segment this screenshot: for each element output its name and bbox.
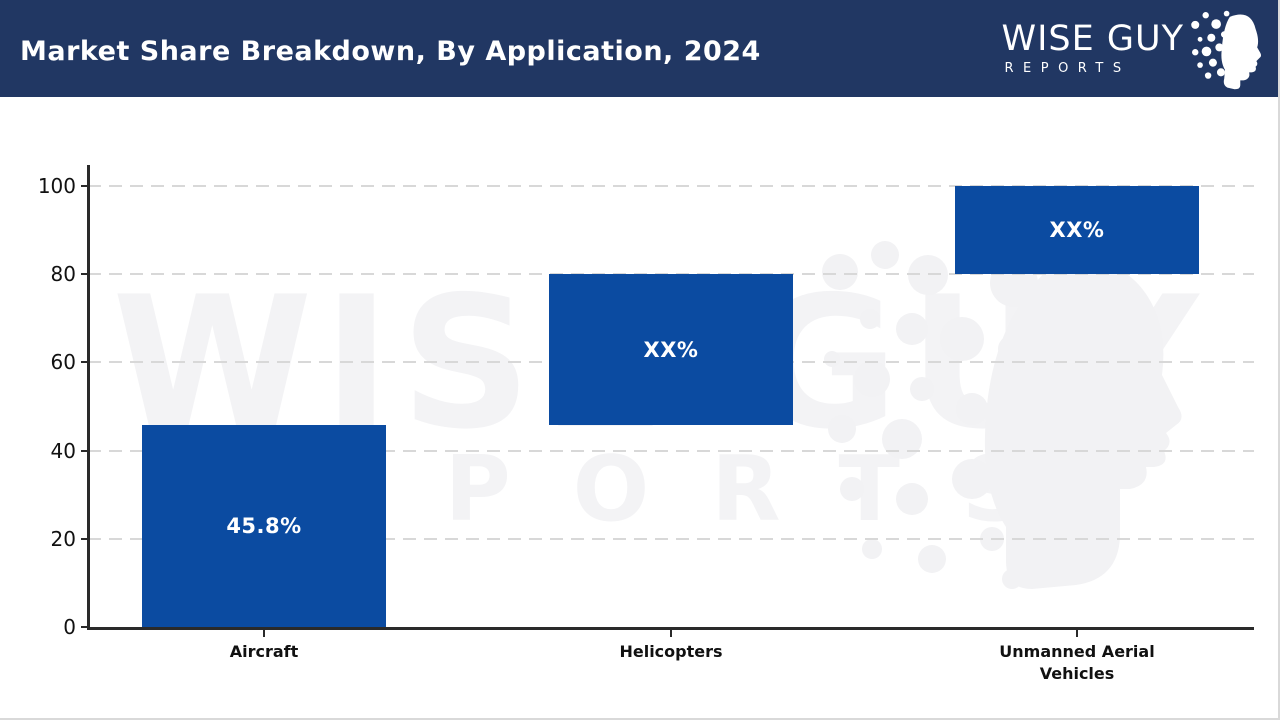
x-tick-mark	[263, 630, 265, 637]
y-tick-mark	[81, 185, 88, 187]
x-category-label: Aircraft	[229, 642, 299, 661]
brand-name: WISE GUY	[1001, 19, 1184, 59]
x-category-label: Unmanned Aerial Vehicles	[999, 642, 1155, 683]
y-axis-line	[87, 165, 90, 629]
bar-value-label: XX%	[643, 337, 699, 362]
bar-value-label: 45.8%	[226, 514, 302, 538]
gridline	[88, 185, 1254, 187]
y-tick-label: 0	[63, 615, 76, 639]
x-category-label: Helicopters	[619, 642, 723, 661]
gridline	[88, 449, 1254, 452]
y-tick-label: 100	[37, 174, 76, 198]
x-tick-mark	[670, 630, 672, 637]
bar: 45.8%	[142, 425, 386, 627]
y-tick-label: 80	[50, 262, 76, 287]
y-tick-mark	[81, 273, 88, 276]
y-tick-label: 20	[50, 526, 76, 551]
x-axis-line	[87, 627, 1254, 630]
y-tick-label: 60	[50, 350, 76, 375]
bar-value-label: XX%	[1049, 218, 1105, 243]
bar: XX%	[955, 186, 1199, 275]
y-tick-mark	[81, 361, 88, 364]
y-tick-mark	[81, 537, 88, 540]
gridline	[88, 537, 1254, 540]
y-tick-mark	[81, 449, 88, 452]
brand-face-icon	[1191, 10, 1262, 90]
y-tick-label: 40	[50, 438, 76, 463]
brand-subtitle: REPORTS	[1004, 61, 1131, 76]
y-tick-mark	[81, 626, 88, 628]
brand-logo: WISE GUY REPORTS	[1001, 6, 1262, 92]
page-title: Market Share Breakdown, By Application, …	[20, 36, 761, 67]
header-bar: Market Share Breakdown, By Application, …	[0, 0, 1280, 97]
x-tick-mark	[1076, 630, 1078, 637]
bar: XX%	[549, 274, 793, 425]
brand-logo-text: WISE GUY REPORTS	[1001, 19, 1184, 77]
